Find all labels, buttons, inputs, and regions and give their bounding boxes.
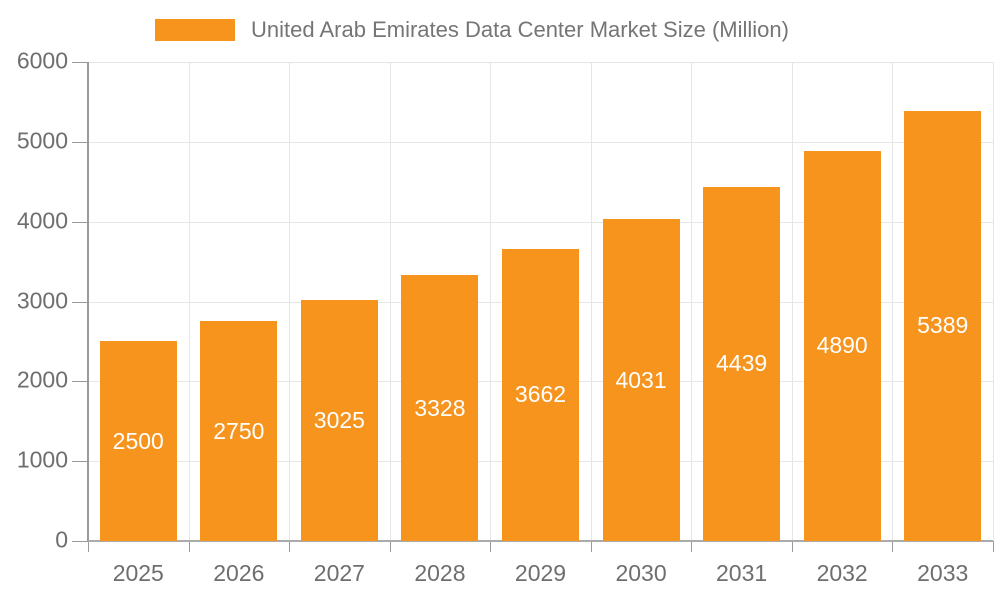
x-axis-tick (892, 541, 894, 552)
y-axis-tick (72, 221, 88, 223)
bar-value-label: 4890 (816, 332, 868, 359)
x-gridline (892, 62, 894, 541)
y-axis-line (87, 62, 89, 542)
x-gridline (490, 62, 492, 541)
y-axis-tick (72, 541, 88, 542)
x-axis-tick (490, 541, 492, 552)
x-axis-tick (691, 541, 693, 552)
x-axis-label: 2029 (514, 560, 567, 586)
y-axis-label: 2000 (16, 366, 68, 393)
y-axis-label: 4000 (16, 207, 68, 234)
x-axis-tick (993, 541, 994, 552)
bar[interactable]: 3662 (502, 248, 579, 541)
x-axis-label: 2027 (313, 560, 365, 586)
y-axis-tick (72, 301, 88, 303)
y-axis-tick (72, 62, 88, 63)
x-axis-tick (791, 541, 793, 552)
bar-value-label: 2750 (213, 417, 265, 444)
bar[interactable]: 3328 (401, 275, 479, 541)
bar-value-label: 3025 (313, 406, 365, 433)
x-axis-label: 2032 (816, 560, 868, 586)
x-gridline (993, 62, 994, 541)
bar[interactable]: 5389 (904, 110, 982, 541)
bar[interactable]: 3025 (300, 299, 378, 541)
x-axis-line (88, 540, 993, 542)
x-axis-tick (289, 541, 291, 552)
x-axis-label: 2026 (213, 560, 265, 586)
x-axis-tick (590, 541, 592, 552)
x-axis-label: 2031 (716, 560, 768, 586)
x-gridline (791, 62, 793, 541)
y-axis-label: 6000 (16, 47, 68, 74)
bar-value-label: 3328 (414, 394, 466, 421)
bar[interactable]: 4031 (602, 219, 680, 541)
x-axis-tick (88, 541, 89, 552)
y-axis-tick (72, 141, 88, 143)
y-axis-label: 1000 (16, 446, 68, 473)
y-axis-label: 0 (55, 526, 68, 553)
y-gridline (88, 141, 993, 143)
x-axis-label: 2030 (615, 560, 667, 586)
x-gridline (590, 62, 592, 541)
bar[interactable]: 2500 (99, 341, 177, 541)
y-axis-label: 3000 (16, 286, 68, 313)
y-axis-label: 5000 (16, 127, 68, 154)
x-gridline (389, 62, 391, 541)
y-axis-tick (72, 381, 88, 383)
bar[interactable]: 4890 (803, 150, 881, 541)
bar-value-label: 3662 (514, 381, 567, 408)
x-gridline (289, 62, 291, 541)
x-gridline (691, 62, 693, 541)
bar-value-label: 5389 (917, 312, 969, 339)
x-axis-tick (188, 541, 190, 552)
bar[interactable]: 4439 (703, 186, 781, 541)
x-axis-label: 2025 (112, 560, 164, 586)
legend-label: United Arab Emirates Data Center Market … (251, 17, 789, 42)
legend-item[interactable]: United Arab Emirates Data Center Market … (155, 17, 789, 43)
y-gridline (88, 221, 993, 223)
y-axis-tick (72, 461, 88, 463)
bar[interactable]: 2750 (200, 321, 278, 541)
x-axis-label: 2033 (917, 560, 969, 586)
bar-value-label: 2500 (112, 427, 164, 454)
x-axis-tick (389, 541, 391, 552)
bar-value-label: 4031 (615, 366, 667, 393)
y-gridline (88, 62, 993, 63)
legend-swatch (155, 19, 235, 41)
x-gridline (188, 62, 190, 541)
bar-value-label: 4439 (716, 350, 768, 377)
x-axis-label: 2028 (414, 560, 466, 586)
